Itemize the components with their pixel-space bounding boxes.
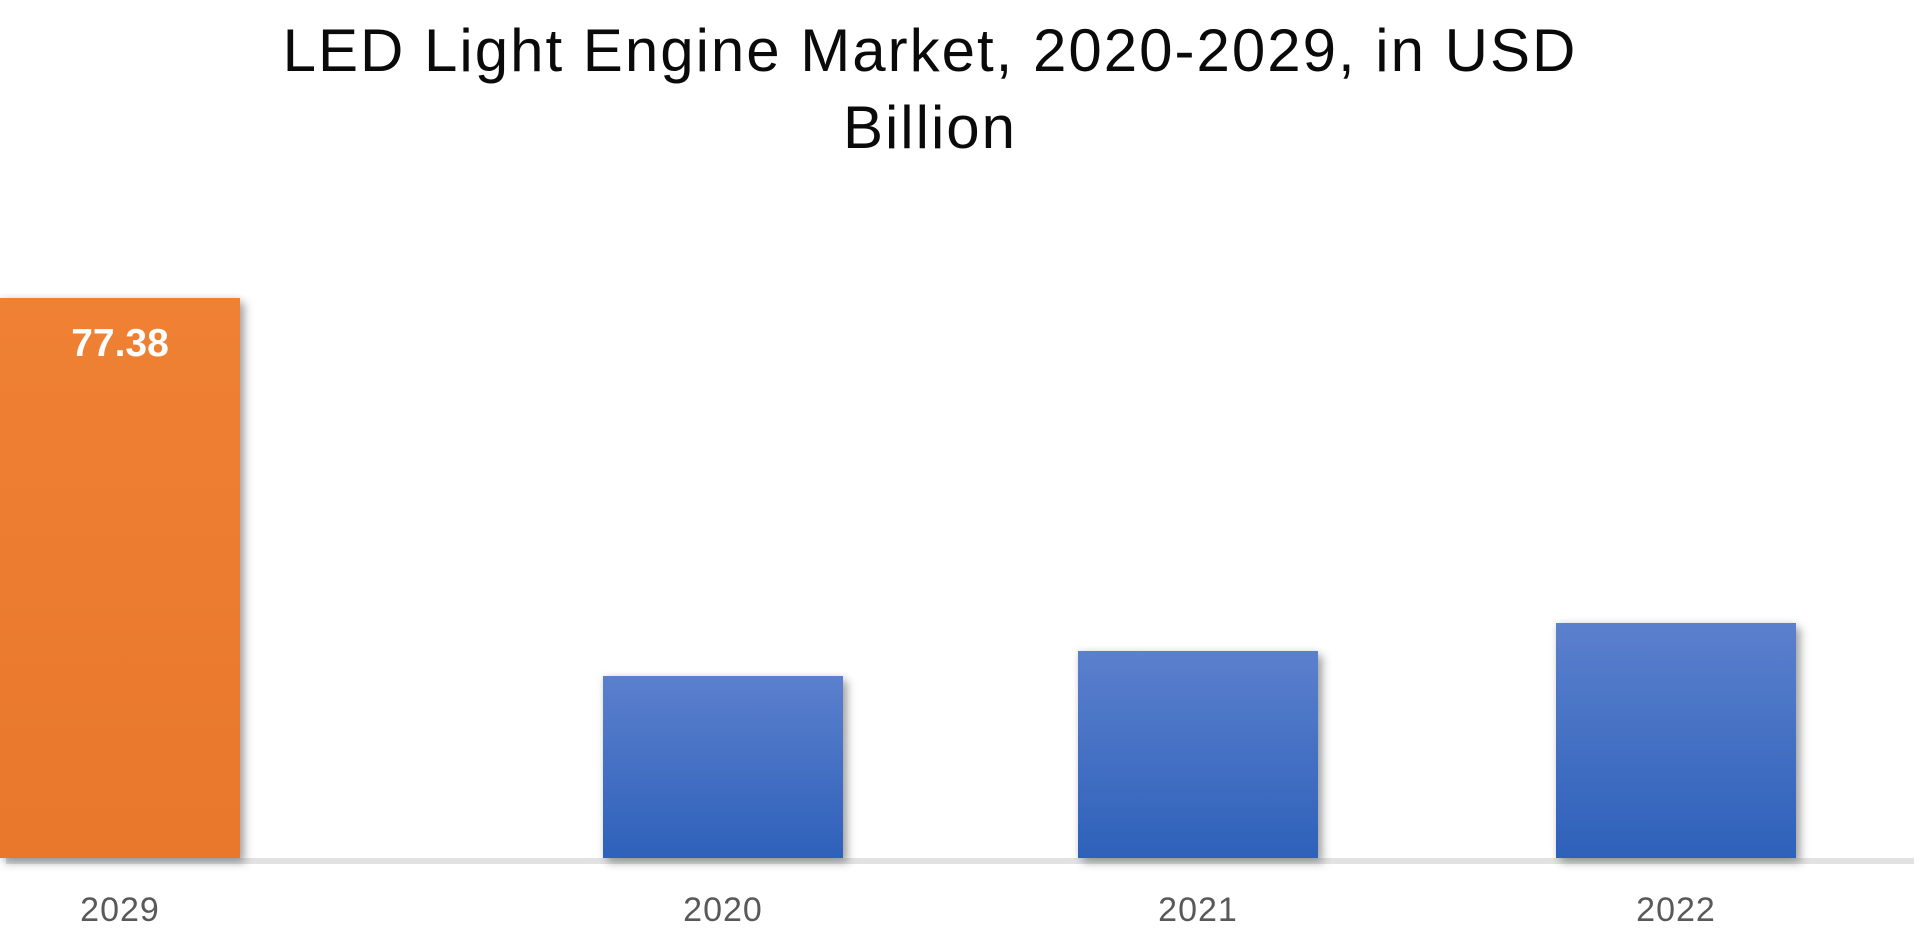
- x-axis-line: [6, 858, 1914, 864]
- x-tick-label-2022: 2022: [1636, 891, 1716, 929]
- bar-2020: [603, 676, 843, 858]
- bar-2029: 77.38: [0, 298, 240, 858]
- chart-title-line-1: LED Light Engine Market, 2020-2029, in U…: [282, 17, 1578, 84]
- x-tick-label-2020: 2020: [683, 891, 763, 929]
- chart-title-line-2: Billion: [842, 94, 1018, 161]
- x-tick-label-2029: 2029: [80, 891, 160, 929]
- x-tick-label-2021: 2021: [1158, 891, 1238, 929]
- bar-2022: [1556, 623, 1796, 858]
- bar-group-2029: 77.38 2029: [0, 0, 240, 943]
- bar-group-2021: 2021: [1078, 0, 1318, 943]
- bar-group-2020: 2020: [603, 0, 843, 943]
- chart-title: LED Light Engine Market, 2020-2029, in U…: [0, 12, 1860, 166]
- bar-2021: [1078, 651, 1318, 858]
- bar-group-2022: 2022: [1556, 0, 1796, 943]
- bar-value-label-2029: 77.38: [71, 322, 169, 365]
